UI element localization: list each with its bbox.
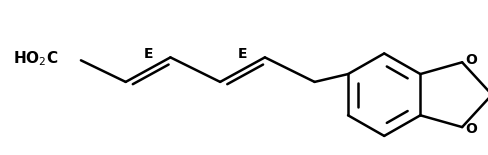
Text: O: O xyxy=(464,53,476,67)
Text: E: E xyxy=(237,47,247,61)
Text: HO$_2$C: HO$_2$C xyxy=(13,49,59,68)
Text: E: E xyxy=(143,47,152,61)
Text: O: O xyxy=(464,122,476,136)
